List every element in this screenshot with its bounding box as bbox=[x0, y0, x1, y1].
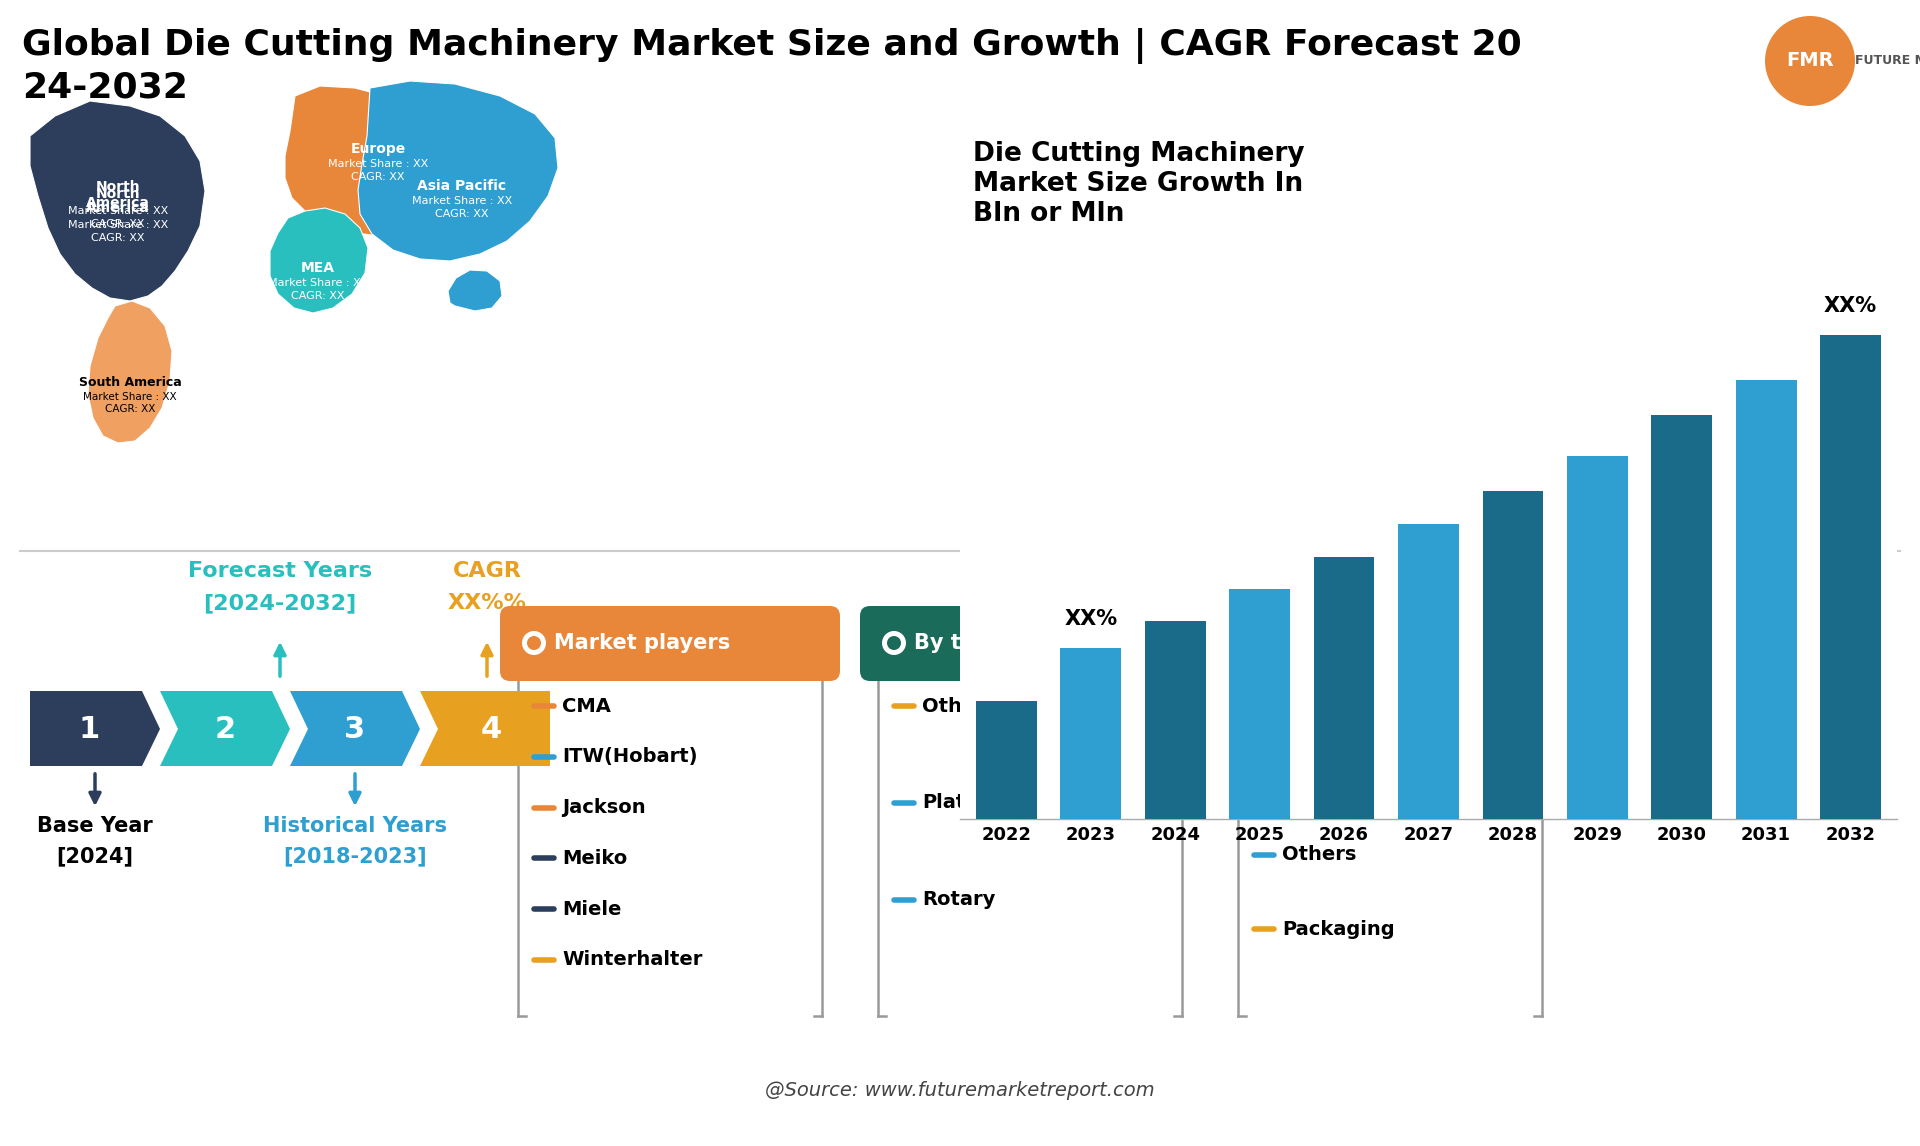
Text: [2024-2032]: [2024-2032] bbox=[204, 592, 357, 613]
Circle shape bbox=[526, 636, 541, 650]
Text: Packaging: Packaging bbox=[1283, 920, 1394, 939]
Polygon shape bbox=[357, 81, 559, 261]
Text: Forecast Years: Forecast Years bbox=[188, 562, 372, 581]
Text: Market Share : XX: Market Share : XX bbox=[83, 392, 177, 402]
Bar bbox=[1736, 380, 1797, 819]
Text: XX%: XX% bbox=[1824, 296, 1878, 316]
Text: Europe: Europe bbox=[349, 142, 405, 156]
Text: Rotary: Rotary bbox=[922, 890, 995, 910]
Text: [2024]: [2024] bbox=[56, 846, 134, 866]
Bar bbox=[1651, 416, 1713, 819]
Circle shape bbox=[1764, 16, 1855, 105]
Text: South America: South America bbox=[79, 377, 180, 390]
Text: Market Share : XX: Market Share : XX bbox=[328, 159, 428, 168]
Polygon shape bbox=[420, 691, 549, 766]
Text: Base Year: Base Year bbox=[36, 816, 154, 835]
Text: CAGR: XX: CAGR: XX bbox=[292, 291, 346, 301]
Text: Asia Pacific: Asia Pacific bbox=[417, 179, 507, 193]
Text: FUTURE MARKET REPORT: FUTURE MARKET REPORT bbox=[1855, 55, 1920, 68]
Polygon shape bbox=[31, 691, 159, 766]
FancyBboxPatch shape bbox=[499, 606, 841, 681]
Text: CAGR: XX: CAGR: XX bbox=[351, 172, 405, 182]
Bar bbox=[1313, 557, 1375, 819]
Bar bbox=[1567, 456, 1628, 819]
Text: Mobile: Mobile bbox=[1283, 771, 1356, 790]
Text: Meiko: Meiko bbox=[563, 849, 628, 868]
Text: Others: Others bbox=[1283, 846, 1356, 864]
Text: North
America: North America bbox=[86, 180, 150, 210]
FancyBboxPatch shape bbox=[1219, 606, 1559, 681]
Text: FMR: FMR bbox=[1786, 52, 1834, 71]
Polygon shape bbox=[88, 301, 173, 444]
Text: By application: By application bbox=[1275, 633, 1442, 653]
Text: 4: 4 bbox=[480, 714, 501, 744]
Bar bbox=[1482, 492, 1544, 819]
Bar bbox=[1144, 621, 1206, 819]
Text: 2: 2 bbox=[215, 714, 236, 744]
Polygon shape bbox=[284, 86, 470, 236]
Text: CAGR: XX: CAGR: XX bbox=[106, 405, 156, 414]
Text: By type: By type bbox=[914, 633, 1004, 653]
Text: Market Share : XX: Market Share : XX bbox=[67, 220, 169, 230]
Text: CAGR: XX: CAGR: XX bbox=[436, 209, 490, 219]
Text: CAGR: CAGR bbox=[453, 562, 522, 581]
Text: 1: 1 bbox=[79, 714, 100, 744]
Bar bbox=[1229, 589, 1290, 819]
Circle shape bbox=[522, 631, 545, 656]
Text: @Source: www.futuremarketreport.com: @Source: www.futuremarketreport.com bbox=[766, 1082, 1154, 1100]
Text: Market players: Market players bbox=[555, 633, 730, 653]
Text: Global Die Cutting Machinery Market Size and Growth | CAGR Forecast 20: Global Die Cutting Machinery Market Size… bbox=[21, 28, 1523, 64]
Polygon shape bbox=[31, 101, 205, 301]
Text: America: America bbox=[86, 201, 150, 215]
Polygon shape bbox=[447, 270, 501, 311]
Text: Other: Other bbox=[922, 697, 985, 715]
Text: MEA: MEA bbox=[301, 261, 334, 275]
Text: CAGR: XX: CAGR: XX bbox=[92, 233, 144, 243]
FancyBboxPatch shape bbox=[860, 606, 1200, 681]
Text: Market Share : XX: Market Share : XX bbox=[413, 196, 513, 206]
Text: XX%%: XX%% bbox=[447, 592, 526, 613]
Text: Jackson: Jackson bbox=[563, 798, 645, 817]
Text: CMA: CMA bbox=[563, 697, 611, 715]
Circle shape bbox=[887, 636, 900, 650]
Text: [2018-2023]: [2018-2023] bbox=[282, 846, 426, 866]
Text: Die Cutting Machinery
Market Size Growth In
Bln or Mln: Die Cutting Machinery Market Size Growth… bbox=[973, 141, 1304, 227]
Text: Miele: Miele bbox=[563, 900, 622, 919]
Polygon shape bbox=[290, 691, 420, 766]
Text: Platen: Platen bbox=[922, 793, 993, 813]
Text: 3: 3 bbox=[344, 714, 365, 744]
Bar bbox=[975, 701, 1037, 819]
Bar bbox=[1060, 649, 1121, 819]
Polygon shape bbox=[159, 691, 290, 766]
Circle shape bbox=[1242, 631, 1265, 656]
Circle shape bbox=[881, 631, 906, 656]
Text: North: North bbox=[96, 187, 140, 201]
Text: Market Share : XX: Market Share : XX bbox=[269, 278, 369, 288]
Text: ITW(Hobart): ITW(Hobart) bbox=[563, 747, 697, 767]
Text: Market Share : XX: Market Share : XX bbox=[67, 206, 169, 215]
Text: Winterhalter: Winterhalter bbox=[563, 950, 703, 970]
Text: Historical Years: Historical Years bbox=[263, 816, 447, 835]
Polygon shape bbox=[271, 209, 369, 313]
Bar bbox=[1820, 335, 1882, 819]
Text: CAGR: XX: CAGR: XX bbox=[92, 219, 144, 229]
Text: 24-2032: 24-2032 bbox=[21, 71, 188, 105]
Text: XX%: XX% bbox=[1064, 609, 1117, 629]
Circle shape bbox=[1246, 636, 1261, 650]
Text: Automobile: Automobile bbox=[1283, 697, 1407, 715]
Bar bbox=[1398, 524, 1459, 819]
